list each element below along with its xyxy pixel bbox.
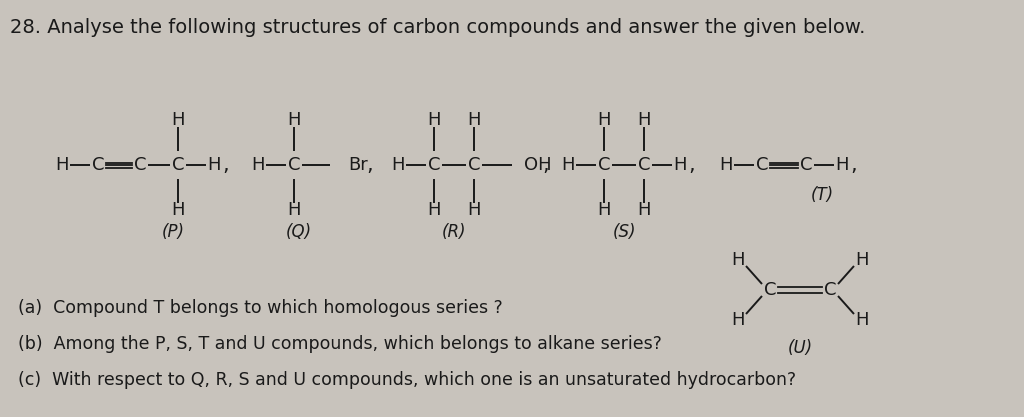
Text: C: C [172,156,184,174]
Text: H: H [427,201,440,219]
Text: H: H [171,111,184,129]
Text: H: H [561,156,574,174]
Text: C: C [428,156,440,174]
Text: OH: OH [524,156,552,174]
Text: C: C [598,156,610,174]
Text: (S): (S) [612,223,636,241]
Text: H: H [288,201,301,219]
Text: (c)  With respect to Q, R, S and U compounds, which one is an unsaturated hydroc: (c) With respect to Q, R, S and U compou… [18,371,796,389]
Text: (b)  Among the P, S, T and U compounds, which belongs to alkane series?: (b) Among the P, S, T and U compounds, w… [18,335,662,353]
Text: C: C [800,156,812,174]
Text: (R): (R) [441,223,466,241]
Text: H: H [288,111,301,129]
Text: ,: , [543,155,549,175]
Text: H: H [719,156,733,174]
Text: C: C [288,156,300,174]
Text: Br: Br [348,156,368,174]
Text: (a)  Compound T belongs to which homologous series ?: (a) Compound T belongs to which homologo… [18,299,503,317]
Text: C: C [92,156,104,174]
Text: ,: , [367,155,374,175]
Text: H: H [637,201,650,219]
Text: H: H [467,201,480,219]
Text: H: H [673,156,687,174]
Text: C: C [764,281,776,299]
Text: H: H [467,111,480,129]
Text: ,: , [222,155,229,175]
Text: C: C [638,156,650,174]
Text: H: H [836,156,849,174]
Text: C: C [823,281,837,299]
Text: H: H [55,156,69,174]
Text: H: H [597,111,610,129]
Text: H: H [207,156,221,174]
Text: 28. Analyse the following structures of carbon compounds and answer the given be: 28. Analyse the following structures of … [10,18,865,37]
Text: C: C [134,156,146,174]
Text: H: H [637,111,650,129]
Text: H: H [855,251,868,269]
Text: ,: , [689,155,695,175]
Text: H: H [855,311,868,329]
Text: H: H [251,156,265,174]
Text: H: H [597,201,610,219]
Text: ,: , [851,155,857,175]
Text: (T): (T) [810,186,834,204]
Text: (U): (U) [787,339,813,357]
Text: (Q): (Q) [286,223,312,241]
Text: H: H [171,201,184,219]
Text: C: C [468,156,480,174]
Text: H: H [427,111,440,129]
Text: (P): (P) [162,223,184,241]
Text: H: H [391,156,404,174]
Text: H: H [731,251,744,269]
Text: H: H [731,311,744,329]
Text: C: C [756,156,768,174]
